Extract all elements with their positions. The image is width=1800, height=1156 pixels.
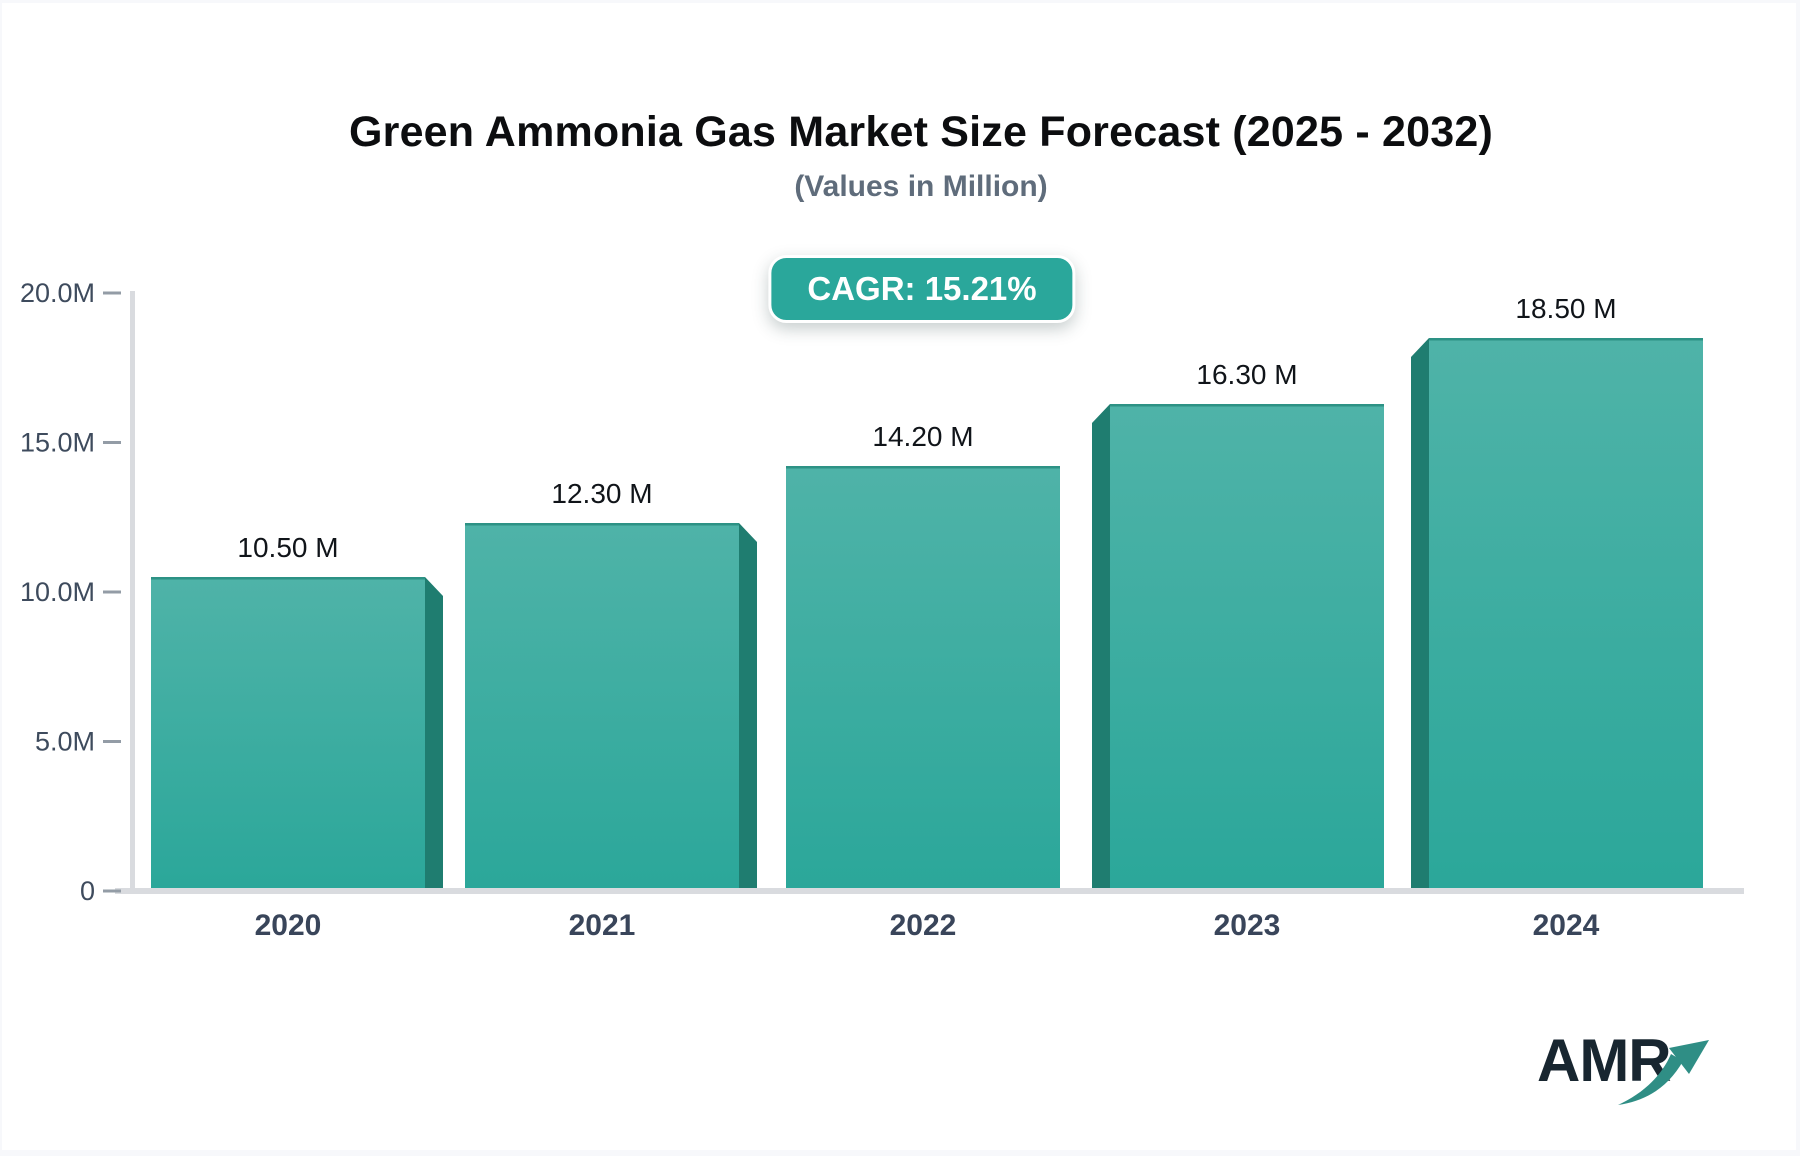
bar-value-label-2024: 18.50 M [1515, 293, 1616, 324]
amr-logo: AMR [1537, 1029, 1727, 1119]
bar-side-2023 [1092, 404, 1110, 888]
x-axis-line [115, 888, 1744, 894]
chart-subtitle: (Values in Million) [794, 170, 1048, 203]
cagr-badge-label: CAGR: 15.21% [807, 270, 1037, 307]
chart-card: Green Ammonia Gas Market Size Forecast (… [2, 3, 1796, 1150]
bar-2023 [1110, 404, 1384, 888]
bar-side-2020 [425, 577, 443, 888]
bar-2021 [465, 523, 739, 888]
amr-logo-text: AMR [1537, 1027, 1672, 1094]
x-category-label-2020: 2020 [255, 909, 322, 942]
bar-value-label-2020: 10.50 M [237, 532, 338, 563]
bar-value-label-2021: 12.30 M [551, 478, 652, 509]
bar-side-2024 [1411, 338, 1429, 888]
y-tick-label-0: 0 [80, 876, 95, 906]
x-category-label-2023: 2023 [1214, 909, 1281, 942]
bar-side-2021 [739, 523, 757, 888]
bar-2024 [1429, 338, 1703, 888]
y-tick-label-15.0M: 15.0M [20, 428, 95, 458]
bar-chart: 0 5.0M 10.0M 15.0M 20.0M 10.50 M 2020 12.30 M 20… [20, 278, 1744, 942]
x-category-label-2024: 2024 [1533, 909, 1600, 942]
y-tick-label-10.0M: 10.0M [20, 577, 95, 607]
x-category-label-2022: 2022 [890, 909, 957, 942]
logo-arrow-icon [1618, 1040, 1709, 1105]
bar-value-label-2023: 16.30 M [1196, 359, 1297, 390]
y-tick-label-5.0M: 5.0M [35, 727, 95, 757]
x-category-label-2021: 2021 [569, 909, 636, 942]
y-tick-label-20.0M: 20.0M [20, 278, 95, 308]
bar-2022 [786, 466, 1060, 888]
y-axis-line [130, 291, 135, 894]
cagr-badge: CAGR: 15.21% [768, 255, 1076, 323]
bar-value-label-2022: 14.20 M [872, 421, 973, 452]
bar-2020 [151, 577, 425, 888]
chart-title: Green Ammonia Gas Market Size Forecast (… [348, 108, 1494, 156]
